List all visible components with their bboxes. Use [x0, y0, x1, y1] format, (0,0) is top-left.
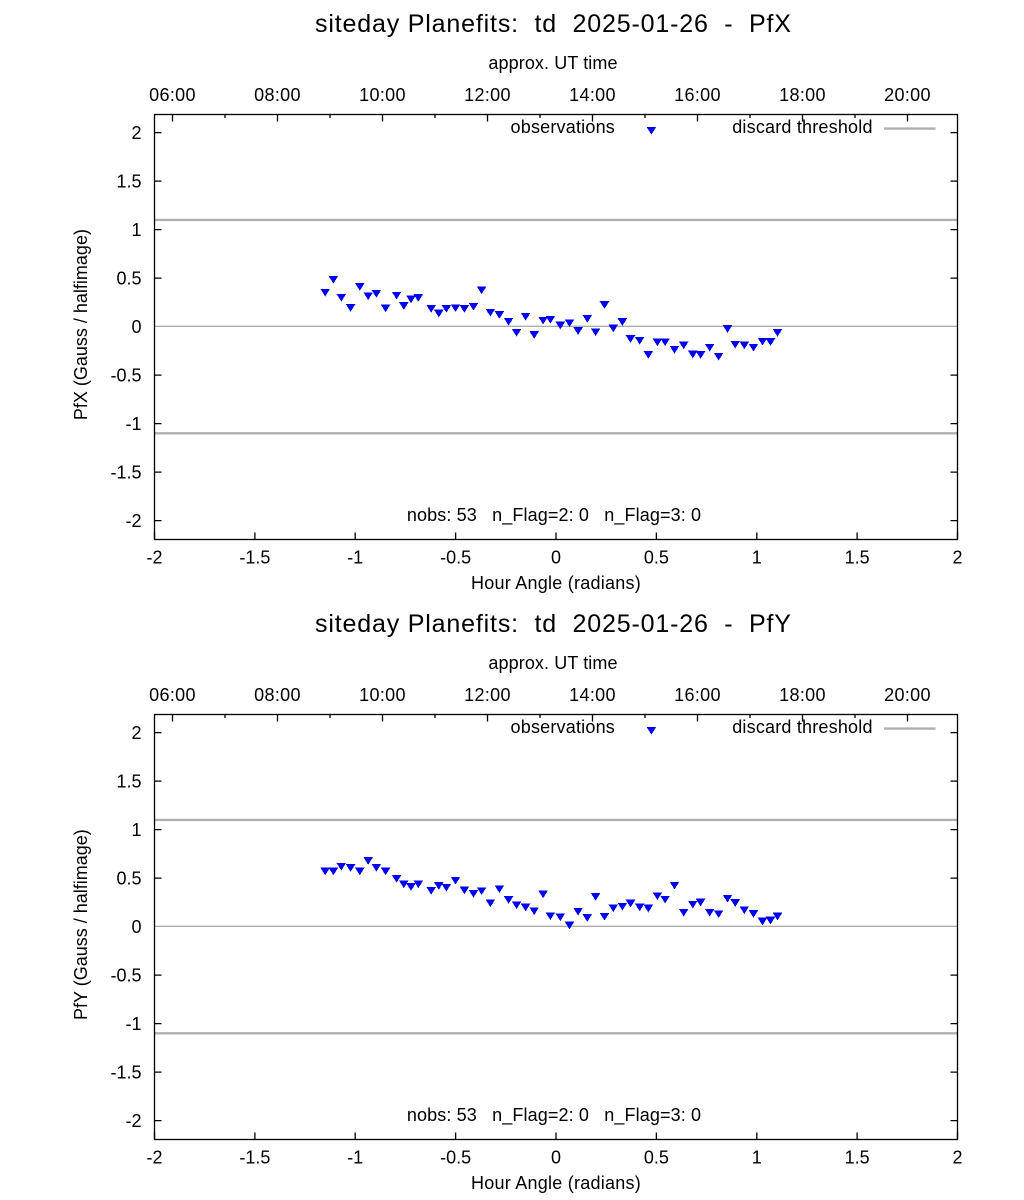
svg-text:18:00: 18:00 — [779, 685, 826, 705]
svg-text:0: 0 — [551, 1148, 561, 1168]
svg-text:12:00: 12:00 — [464, 85, 511, 105]
svg-text:discard threshold: discard threshold — [732, 117, 872, 137]
svg-text:Hour Angle (radians): Hour Angle (radians) — [471, 1173, 641, 1193]
svg-text:1: 1 — [752, 1148, 762, 1168]
svg-text:14:00: 14:00 — [569, 685, 616, 705]
svg-text:16:00: 16:00 — [674, 85, 721, 105]
svg-text:2: 2 — [952, 1148, 962, 1168]
svg-text:approx. UT time: approx. UT time — [488, 653, 617, 673]
svg-text:1: 1 — [131, 220, 141, 240]
svg-text:observations: observations — [511, 117, 615, 137]
svg-text:08:00: 08:00 — [254, 685, 301, 705]
svg-text:0: 0 — [551, 548, 561, 568]
svg-text:0.5: 0.5 — [116, 269, 141, 289]
svg-text:08:00: 08:00 — [254, 85, 301, 105]
svg-text:12:00: 12:00 — [464, 685, 511, 705]
svg-text:10:00: 10:00 — [359, 85, 406, 105]
svg-text:-2: -2 — [125, 511, 141, 531]
svg-text:06:00: 06:00 — [149, 85, 196, 105]
svg-text:1.5: 1.5 — [116, 172, 141, 192]
svg-text:14:00: 14:00 — [569, 85, 616, 105]
svg-text:1.5: 1.5 — [845, 548, 870, 568]
svg-text:-1.5: -1.5 — [110, 1063, 141, 1083]
svg-text:20:00: 20:00 — [884, 685, 931, 705]
svg-text:nobs: 53 n_Flag=2: 0 n_Fla: nobs: 53 n_Flag=2: 0 n_Flag=3: 0 — [407, 505, 701, 526]
svg-text:-0.5: -0.5 — [110, 966, 141, 986]
svg-text:1: 1 — [131, 820, 141, 840]
svg-text:-1.5: -1.5 — [239, 1148, 270, 1168]
svg-text:siteday Planefits: td 2025-0: siteday Planefits: td 2025-01-26 - PfX — [315, 10, 792, 38]
svg-text:1.5: 1.5 — [845, 1148, 870, 1168]
svg-text:0.5: 0.5 — [116, 869, 141, 889]
svg-text:-2: -2 — [146, 548, 162, 568]
svg-text:PfX (Gauss / halfimage): PfX (Gauss / halfimage) — [71, 229, 91, 420]
svg-text:0.5: 0.5 — [644, 1148, 669, 1168]
svg-text:2: 2 — [131, 123, 141, 143]
svg-text:1: 1 — [752, 548, 762, 568]
svg-text:1.5: 1.5 — [116, 772, 141, 792]
svg-text:0: 0 — [131, 917, 141, 937]
svg-text:16:00: 16:00 — [674, 685, 721, 705]
svg-text:18:00: 18:00 — [779, 85, 826, 105]
svg-text:Hour Angle (radians): Hour Angle (radians) — [471, 573, 641, 593]
svg-text:-2: -2 — [146, 1148, 162, 1168]
svg-text:approx. UT time: approx. UT time — [488, 53, 617, 73]
svg-text:-1: -1 — [125, 1014, 141, 1034]
svg-text:20:00: 20:00 — [884, 85, 931, 105]
svg-text:-2: -2 — [125, 1111, 141, 1131]
svg-text:-0.5: -0.5 — [440, 548, 471, 568]
svg-text:10:00: 10:00 — [359, 685, 406, 705]
svg-text:0.5: 0.5 — [644, 548, 669, 568]
svg-text:-0.5: -0.5 — [110, 366, 141, 386]
svg-text:06:00: 06:00 — [149, 685, 196, 705]
svg-text:-1.5: -1.5 — [239, 548, 270, 568]
svg-text:siteday Planefits: td 2025-0: siteday Planefits: td 2025-01-26 - PfY — [315, 610, 792, 638]
svg-text:PfY (Gauss / halfimage): PfY (Gauss / halfimage) — [71, 829, 91, 1020]
svg-text:nobs: 53 n_Flag=2: 0 n_Fla: nobs: 53 n_Flag=2: 0 n_Flag=3: 0 — [407, 1105, 701, 1126]
svg-text:2: 2 — [952, 548, 962, 568]
svg-text:-1.5: -1.5 — [110, 463, 141, 483]
svg-text:-1: -1 — [125, 414, 141, 434]
svg-text:discard threshold: discard threshold — [732, 717, 872, 737]
svg-text:observations: observations — [511, 717, 615, 737]
svg-text:2: 2 — [131, 723, 141, 743]
svg-text:-1: -1 — [347, 1148, 363, 1168]
svg-text:-1: -1 — [347, 548, 363, 568]
svg-text:0: 0 — [131, 317, 141, 337]
svg-text:-0.5: -0.5 — [440, 1148, 471, 1168]
